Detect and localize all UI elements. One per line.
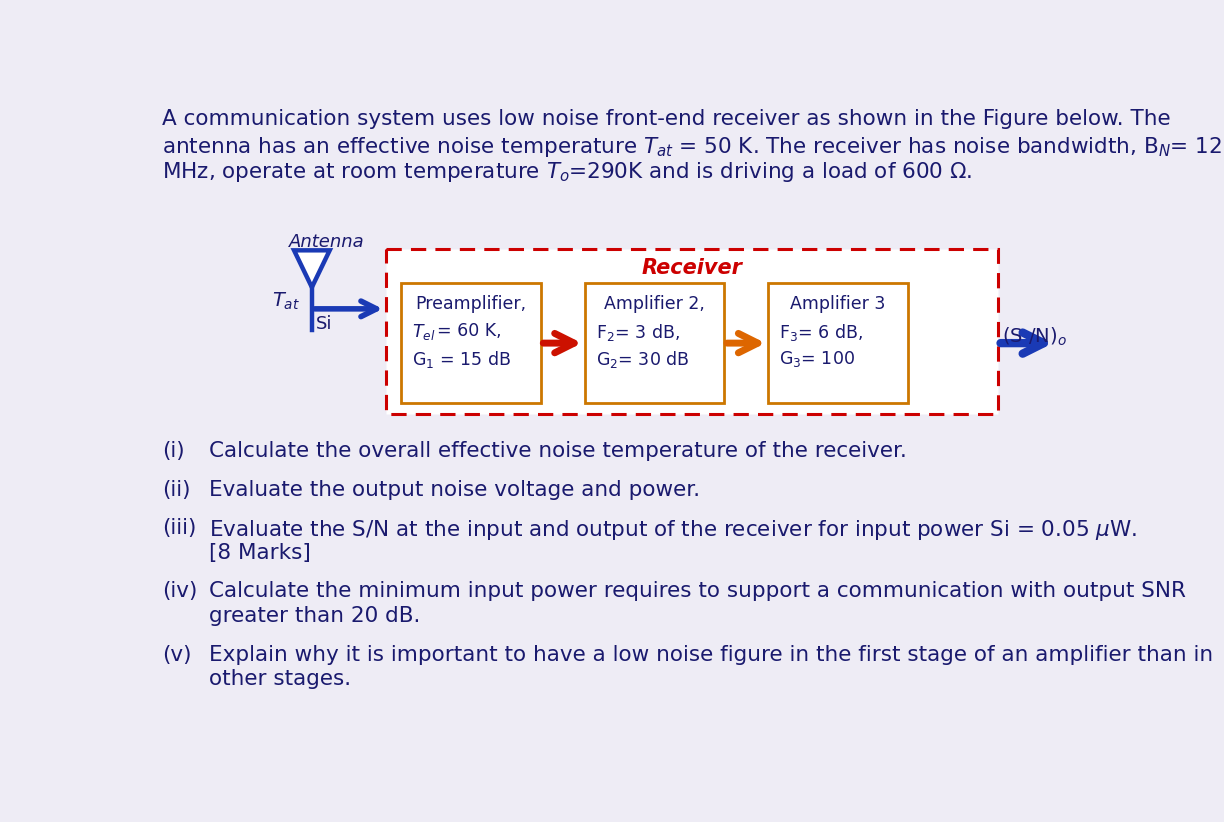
Text: (ii): (ii) xyxy=(163,480,191,500)
Text: MHz, operate at room temperature $T_o$=290K and is driving a load of 600 $\Omega: MHz, operate at room temperature $T_o$=2… xyxy=(163,160,973,184)
Text: = 60 K,: = 60 K, xyxy=(437,322,502,340)
Text: Amplifier 2,: Amplifier 2, xyxy=(603,295,705,313)
Text: $T_{el}$: $T_{el}$ xyxy=(411,322,436,342)
FancyBboxPatch shape xyxy=(386,249,998,414)
Text: antenna has an effective noise temperature $T_{at}$ = 50 K. The receiver has noi: antenna has an effective noise temperatu… xyxy=(163,135,1224,159)
FancyBboxPatch shape xyxy=(769,284,908,403)
Text: F$_3$= 6 dB,: F$_3$= 6 dB, xyxy=(780,322,863,343)
Text: Calculate the overall effective noise temperature of the receiver.: Calculate the overall effective noise te… xyxy=(209,441,907,461)
FancyBboxPatch shape xyxy=(401,284,541,403)
Text: Si: Si xyxy=(316,315,332,333)
Text: Explain why it is important to have a low noise figure in the first stage of an : Explain why it is important to have a lo… xyxy=(209,644,1213,664)
Text: G$_2$= 30 dB: G$_2$= 30 dB xyxy=(596,349,689,370)
Text: greater than 20 dB.: greater than 20 dB. xyxy=(209,606,420,626)
Text: Antenna: Antenna xyxy=(289,233,365,252)
Text: [8 Marks]: [8 Marks] xyxy=(209,543,311,563)
Text: Receiver: Receiver xyxy=(641,258,742,278)
Text: Preamplifier,: Preamplifier, xyxy=(415,295,526,313)
Text: Evaluate the output noise voltage and power.: Evaluate the output noise voltage and po… xyxy=(209,480,700,500)
Text: F$_2$= 3 dB,: F$_2$= 3 dB, xyxy=(596,322,679,343)
Text: (i): (i) xyxy=(163,441,185,461)
Text: (v): (v) xyxy=(163,644,192,664)
Text: G$_3$= 100: G$_3$= 100 xyxy=(780,349,856,369)
Text: Calculate the minimum input power requires to support a communication with outpu: Calculate the minimum input power requir… xyxy=(209,581,1186,602)
Text: other stages.: other stages. xyxy=(209,669,351,689)
Polygon shape xyxy=(294,251,329,288)
Text: Evaluate the S/N at the input and output of the receiver for input power Si = 0.: Evaluate the S/N at the input and output… xyxy=(209,519,1137,543)
Text: Amplifier 3: Amplifier 3 xyxy=(791,295,886,313)
Text: G$_1$ = 15 dB: G$_1$ = 15 dB xyxy=(411,349,510,370)
Text: A communication system uses low noise front-end receiver as shown in the Figure : A communication system uses low noise fr… xyxy=(163,109,1171,129)
FancyBboxPatch shape xyxy=(585,284,725,403)
Text: (S /N)$_o$: (S /N)$_o$ xyxy=(1001,326,1066,349)
Text: (iv): (iv) xyxy=(163,581,197,602)
Text: $T_{at}$: $T_{at}$ xyxy=(272,291,300,312)
Text: (iii): (iii) xyxy=(163,519,197,538)
